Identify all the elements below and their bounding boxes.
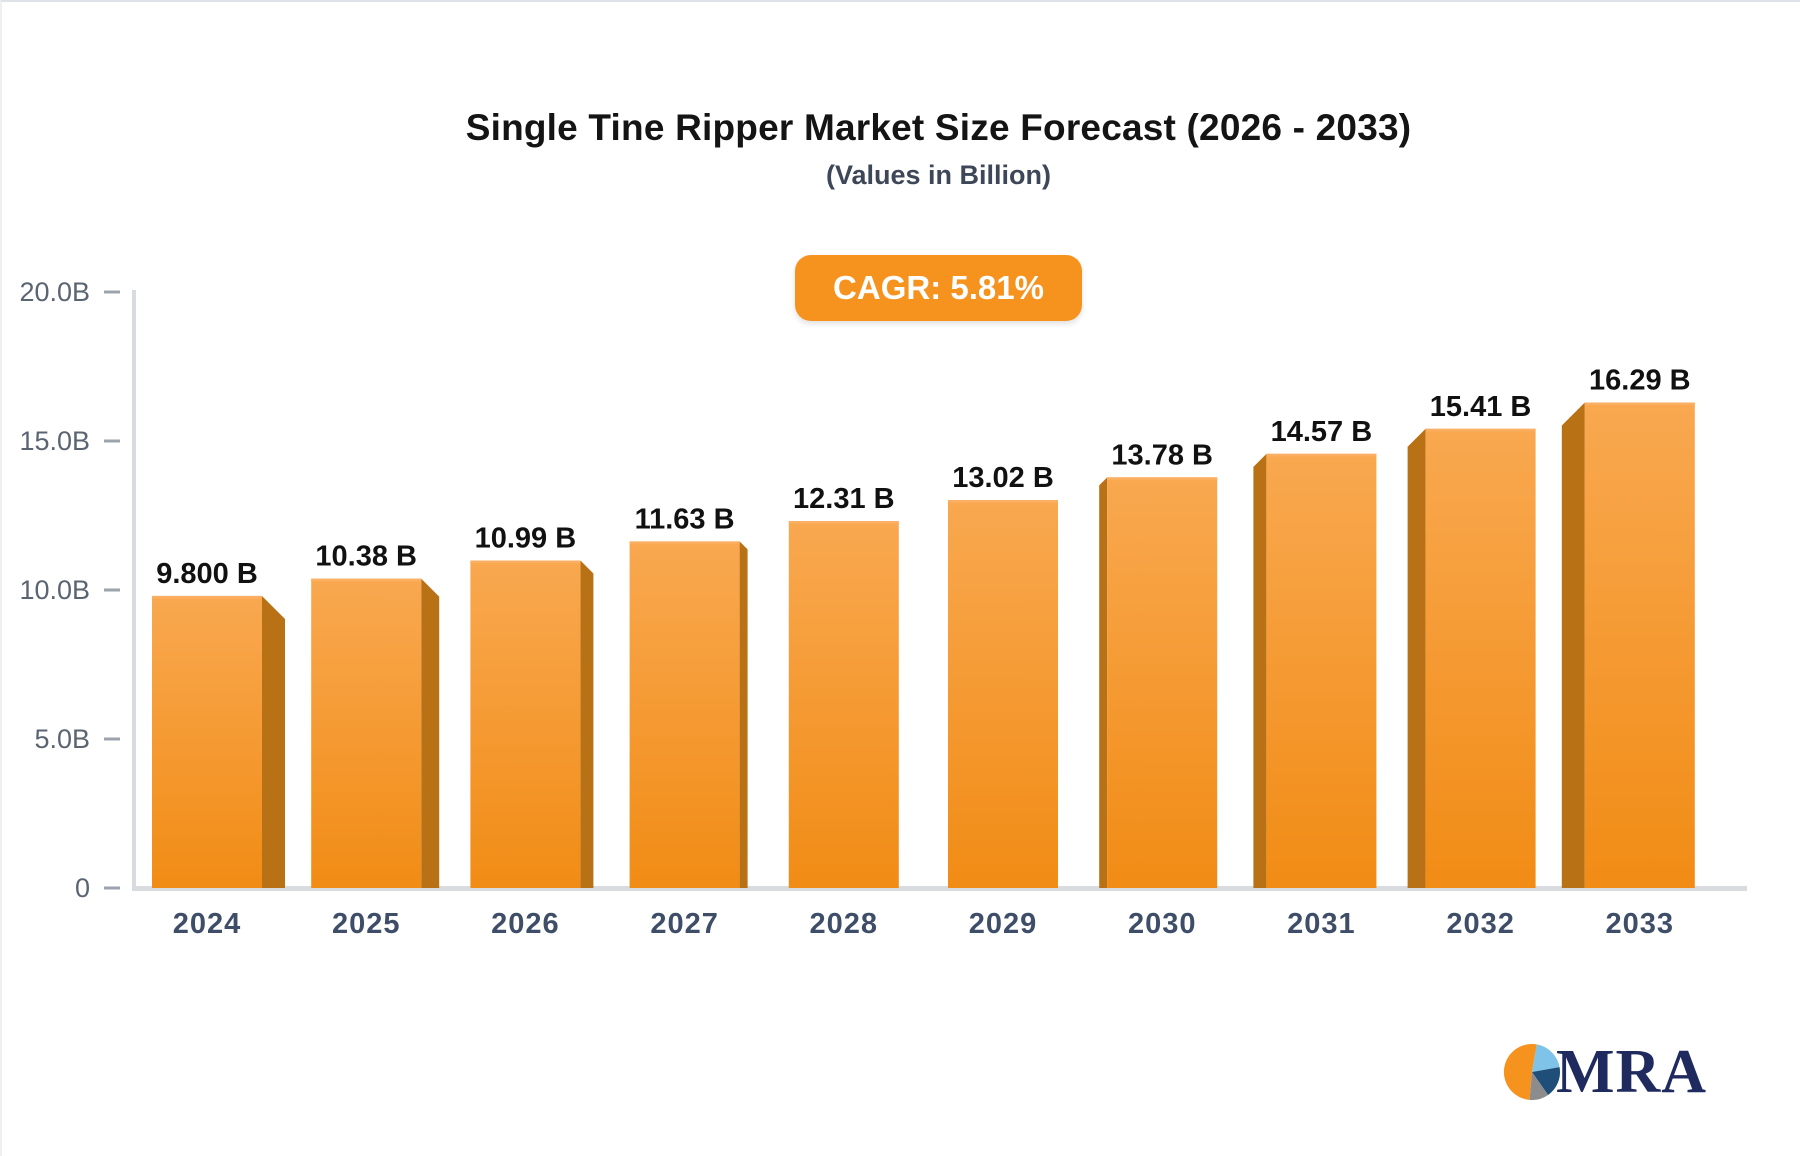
y-axis-label: 10.0B bbox=[19, 575, 90, 605]
y-axis-label: 20.0B bbox=[19, 277, 90, 307]
pie-slice-navy bbox=[1532, 1067, 1560, 1095]
pie-slice-lightblue bbox=[1532, 1044, 1560, 1072]
x-axis-label: 2032 bbox=[1446, 908, 1515, 940]
brand-logo-text: MRA bbox=[1556, 1038, 1708, 1106]
bar-3d-side bbox=[739, 541, 748, 888]
bar bbox=[470, 560, 581, 888]
bar-value-label: 9.800 B bbox=[156, 558, 258, 590]
cagr-badge: CAGR: 5.81% bbox=[795, 255, 1082, 321]
y-axis-label: 0 bbox=[75, 873, 90, 903]
x-axis-label: 2028 bbox=[810, 908, 879, 940]
bar-3d-side bbox=[1253, 453, 1267, 888]
bar-value-label: 11.63 B bbox=[635, 503, 735, 535]
bar-3d-side bbox=[1561, 402, 1585, 888]
bar bbox=[629, 541, 740, 888]
bar-3d-side bbox=[580, 560, 594, 888]
bar-value-label: 10.38 B bbox=[315, 541, 417, 573]
y-tick-mark bbox=[104, 737, 120, 741]
y-axis-line bbox=[132, 290, 136, 888]
bar bbox=[948, 500, 1058, 888]
bar bbox=[152, 595, 262, 888]
y-axis-label: 5.0B bbox=[34, 724, 90, 754]
y-tick-mark bbox=[104, 886, 120, 890]
bar-value-label: 14.57 B bbox=[1271, 416, 1373, 448]
x-axis-label: 2026 bbox=[491, 908, 560, 940]
bar-chart: 0 5.0B 10.0B 15.0B 20.0B 9.800 B 2024 10.38 B 20… bbox=[19, 277, 1747, 940]
bar bbox=[311, 578, 422, 888]
chart-subtitle: (Values in Billion) bbox=[825, 160, 1052, 190]
pie-chart-logo-icon bbox=[1503, 1043, 1560, 1100]
bar-3d-side bbox=[421, 578, 440, 888]
bar-3d-side bbox=[1407, 428, 1426, 888]
bar-3d-side bbox=[262, 595, 285, 888]
chart-title: Single Tine Ripper Market Size Forecast … bbox=[465, 107, 1412, 148]
bar-value-label: 16.29 B bbox=[1589, 365, 1691, 397]
bar-value-label: 12.31 B bbox=[793, 483, 895, 515]
bar bbox=[1584, 402, 1695, 888]
x-axis-label: 2027 bbox=[650, 908, 719, 940]
x-axis-label: 2033 bbox=[1606, 908, 1675, 940]
bar-value-label: 13.02 B bbox=[952, 462, 1054, 494]
y-tick-mark bbox=[104, 439, 120, 443]
bar bbox=[1266, 453, 1377, 888]
pie-slice-gray bbox=[1529, 1072, 1549, 1100]
pie-slice-orange bbox=[1503, 1043, 1537, 1100]
y-tick-mark bbox=[104, 290, 120, 294]
bar-3d-side bbox=[1099, 477, 1108, 888]
bar bbox=[1425, 428, 1536, 888]
y-axis-label: 15.0B bbox=[19, 426, 90, 456]
x-axis-label: 2030 bbox=[1128, 908, 1197, 940]
x-axis-line bbox=[132, 886, 1747, 891]
chart-header: Single Tine Ripper Market Size Forecast … bbox=[132, 2, 1745, 321]
bar bbox=[788, 521, 899, 888]
x-axis-label: 2025 bbox=[332, 908, 401, 940]
bar-value-label: 15.41 B bbox=[1430, 391, 1532, 423]
x-axis-label: 2024 bbox=[173, 908, 242, 940]
x-axis-label: 2029 bbox=[969, 908, 1038, 940]
bar bbox=[1107, 477, 1218, 888]
bar-value-label: 10.99 B bbox=[475, 522, 577, 554]
x-axis-label: 2031 bbox=[1287, 908, 1356, 940]
bar-value-label: 13.78 B bbox=[1111, 439, 1213, 471]
brand-logo: MRA bbox=[1502, 1036, 1707, 1108]
y-tick-mark bbox=[104, 588, 120, 592]
